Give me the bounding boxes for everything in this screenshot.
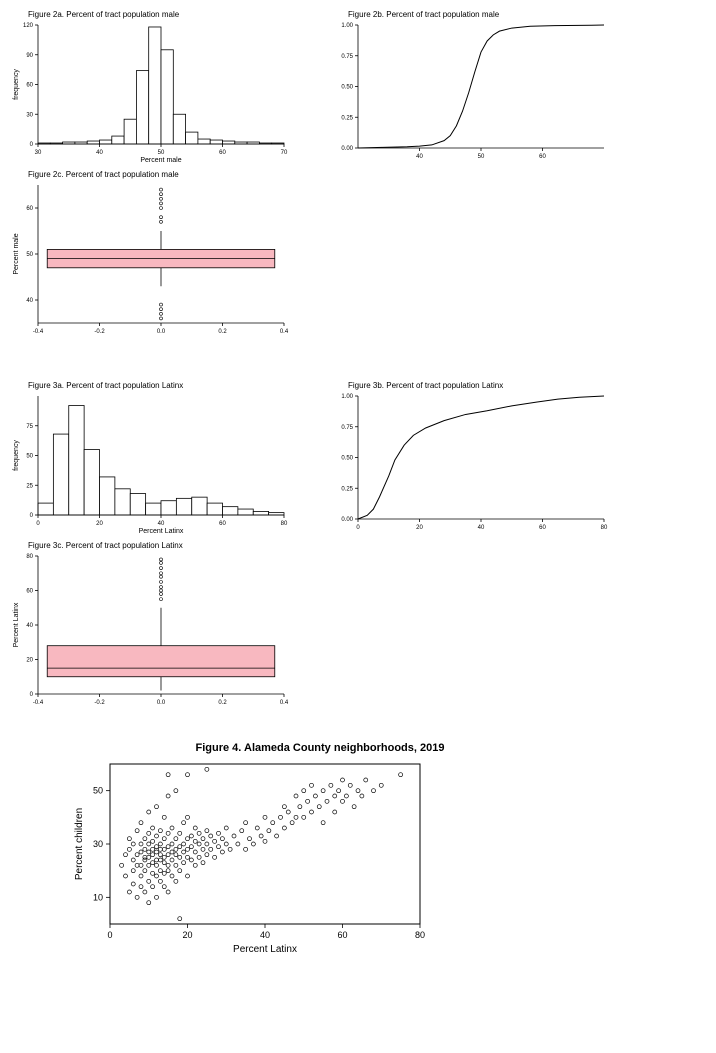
svg-text:40: 40	[26, 298, 33, 304]
svg-text:40: 40	[26, 623, 33, 629]
svg-text:30: 30	[26, 112, 33, 118]
svg-text:40: 40	[96, 150, 103, 156]
figure-2a-chart: 30405060700306090120Percent malefrequenc…	[10, 21, 290, 166]
svg-text:20: 20	[26, 658, 33, 664]
svg-text:40: 40	[260, 930, 270, 940]
figure-2c-chart: -0.4 -0.2 0.0 0.2 0.4 40 50 60 Percent male	[10, 181, 290, 341]
svg-text:Percent Latinx: Percent Latinx	[13, 602, 20, 647]
svg-text:60: 60	[539, 154, 546, 160]
svg-text:0: 0	[30, 692, 34, 698]
svg-text:50: 50	[478, 154, 485, 160]
svg-text:0: 0	[107, 930, 112, 940]
svg-text:50: 50	[93, 786, 103, 796]
svg-text:0.50: 0.50	[341, 456, 353, 462]
svg-text:Percent Latinx: Percent Latinx	[233, 944, 297, 955]
svg-text:Percent children: Percent children	[74, 808, 85, 880]
svg-text:25: 25	[26, 483, 33, 489]
svg-text:frequency: frequency	[13, 69, 20, 100]
svg-text:0.75: 0.75	[341, 54, 353, 60]
figure-2b: Figure 2b. Percent of tract population m…	[330, 10, 610, 166]
figure-3c-chart: -0.4 -0.2 0.0 0.2 0.4 0 20 40 60 80 Percent Latinx	[10, 552, 290, 712]
figure-2c: Figure 2c. Percent of tract population m…	[10, 170, 716, 341]
svg-text:0.25: 0.25	[341, 115, 353, 121]
svg-text:90: 90	[26, 53, 33, 59]
svg-text:0: 0	[30, 142, 34, 148]
svg-text:1.00: 1.00	[341, 23, 353, 29]
figure-4-chart: 0 20 40 60 80 10 30 50 Percent Latinx Percent chi…	[70, 758, 430, 958]
figure-2b-chart: 40 50 60 0.00 0.25 0.50 0.75 1.00	[330, 21, 610, 166]
svg-text:60: 60	[337, 930, 347, 940]
svg-text:0.00: 0.00	[341, 146, 353, 152]
figure-3a-title: Figure 3a. Percent of tract population L…	[10, 381, 290, 390]
figure-3b: Figure 3b. Percent of tract population L…	[330, 381, 610, 537]
svg-text:40: 40	[416, 154, 423, 160]
svg-text:120: 120	[23, 23, 34, 29]
svg-text:0.2: 0.2	[218, 700, 227, 706]
figure-3c: Figure 3c. Percent of tract population L…	[10, 541, 716, 712]
figure-2b-title: Figure 2b. Percent of tract population m…	[330, 10, 610, 19]
svg-text:60: 60	[219, 521, 226, 527]
svg-text:0.00: 0.00	[341, 517, 353, 523]
svg-text:70: 70	[281, 150, 288, 156]
svg-text:0.75: 0.75	[341, 425, 353, 431]
svg-text:Percent male: Percent male	[140, 157, 181, 164]
svg-text:-0.4: -0.4	[33, 329, 44, 335]
svg-text:60: 60	[26, 83, 33, 89]
figure-4: 0 20 40 60 80 10 30 50 Percent Latinx Percent chi…	[70, 758, 716, 958]
figure-4-title: Figure 4. Alameda County neighborhoods, …	[70, 742, 570, 754]
svg-text:40: 40	[158, 521, 165, 527]
svg-text:80: 80	[26, 554, 33, 560]
svg-text:0.4: 0.4	[280, 700, 289, 706]
svg-text:80: 80	[281, 521, 288, 527]
svg-text:50: 50	[26, 454, 33, 460]
svg-text:0: 0	[356, 525, 360, 531]
svg-text:10: 10	[93, 892, 103, 902]
svg-text:20: 20	[182, 930, 192, 940]
svg-text:0.2: 0.2	[218, 329, 227, 335]
svg-text:50: 50	[26, 252, 33, 258]
svg-text:50: 50	[158, 150, 165, 156]
svg-text:0.50: 0.50	[341, 85, 353, 91]
svg-text:60: 60	[26, 589, 33, 595]
svg-text:frequency: frequency	[13, 440, 20, 471]
svg-text:0.25: 0.25	[341, 486, 353, 492]
figure-2a-title: Figure 2a. Percent of tract population m…	[10, 10, 290, 19]
figure-3c-title: Figure 3c. Percent of tract population L…	[10, 541, 716, 550]
svg-text:80: 80	[601, 525, 608, 531]
svg-text:0: 0	[36, 521, 40, 527]
svg-text:Percent male: Percent male	[13, 233, 20, 274]
svg-text:60: 60	[219, 150, 226, 156]
svg-text:1.00: 1.00	[341, 394, 353, 400]
svg-text:0.4: 0.4	[280, 329, 289, 335]
svg-text:0.0: 0.0	[157, 329, 166, 335]
svg-text:0: 0	[30, 513, 34, 519]
figure-3a-chart: 0 20 40 60 80 0 25 50 75 Percent Latinx frequency	[10, 392, 290, 537]
svg-text:0.0: 0.0	[157, 700, 166, 706]
svg-text:-0.4: -0.4	[33, 700, 44, 706]
figure-2c-title: Figure 2c. Percent of tract population m…	[10, 170, 716, 179]
svg-text:20: 20	[416, 525, 423, 531]
svg-text:30: 30	[93, 839, 103, 849]
figure-3b-title: Figure 3b. Percent of tract population L…	[330, 381, 610, 390]
svg-text:20: 20	[96, 521, 103, 527]
svg-text:-0.2: -0.2	[94, 329, 105, 335]
svg-text:60: 60	[539, 525, 546, 531]
svg-text:Percent Latinx: Percent Latinx	[139, 528, 184, 535]
svg-text:60: 60	[26, 206, 33, 212]
figure-3b-chart: 0 20 40 60 80 0.00 0.25 0.50 0.75 1.00	[330, 392, 610, 537]
figure-3a: Figure 3a. Percent of tract population L…	[10, 381, 290, 537]
svg-text:75: 75	[26, 424, 33, 430]
svg-text:80: 80	[415, 930, 425, 940]
figure-2a: Figure 2a. Percent of tract population m…	[10, 10, 290, 166]
svg-text:-0.2: -0.2	[94, 700, 105, 706]
svg-text:40: 40	[478, 525, 485, 531]
svg-text:30: 30	[35, 150, 42, 156]
